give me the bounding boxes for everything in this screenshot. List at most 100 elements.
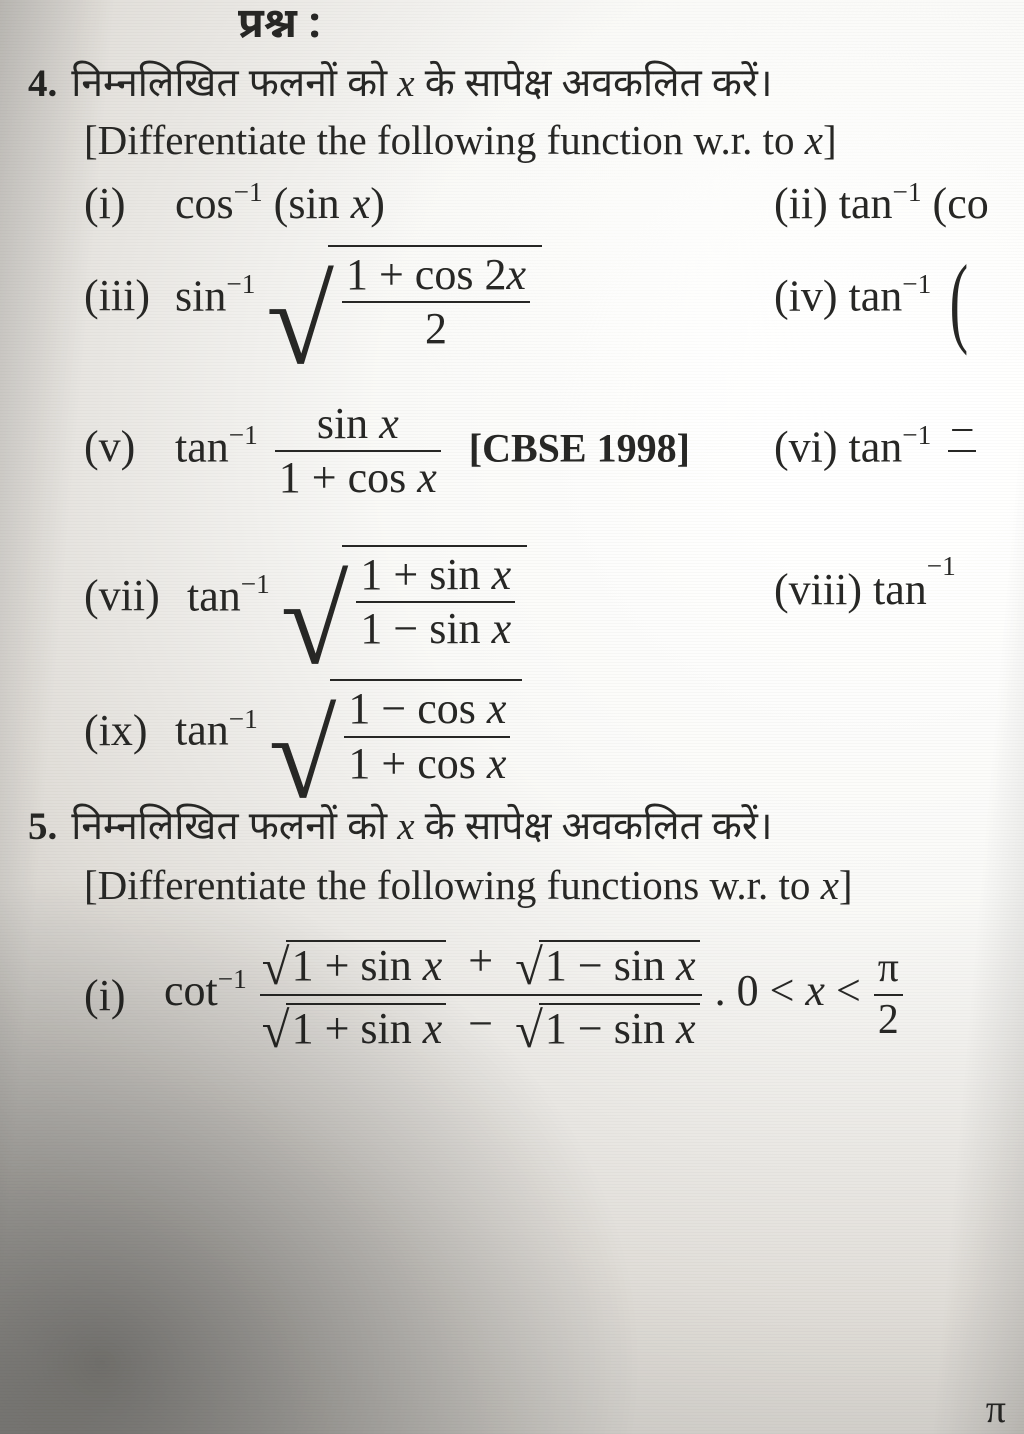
q4-vii-numv: x (492, 550, 512, 599)
q5-i-t1: 1 + sin (292, 941, 412, 990)
q4-vi-tail: – (948, 403, 976, 453)
q4-iii-label: (iii) (84, 270, 164, 321)
q4-ix-exp: −1 (229, 704, 258, 734)
q4-i: (i) cos−1 (sin x) (84, 178, 774, 229)
q5-i-exp: −1 (218, 964, 247, 994)
q4-eng-b: ] (823, 117, 837, 163)
q4-vi: (vi) tan−1 – (774, 403, 1012, 500)
q4-v: (v) tan−1 sin x 1 + cos x [CBSE 1998] (84, 398, 774, 505)
q5-i-range-a: . 0 < (715, 966, 806, 1015)
q4-english: [Differentiate the following function w.… (84, 116, 837, 164)
q5-i: cot−1 √1 + sin x + √1 − sin x √1 + sin x… (164, 933, 905, 1057)
q4-iii-sin: sin (175, 271, 226, 320)
q4-vii-label: (vii) (84, 570, 176, 621)
q4-vii-denv: x (492, 604, 512, 653)
q4-viii-tan: tan (873, 565, 927, 614)
q4-ix-label: (ix) (84, 705, 164, 756)
q4-ii-label: (ii) (774, 179, 828, 228)
q4-v-denv: x (417, 453, 437, 502)
q4-iii-num: 1 + cos 2 (346, 250, 506, 299)
q5-i-label: (i) (84, 970, 164, 1021)
q4-vi-tan: tan (849, 422, 903, 471)
q4-ii-tail: (co (933, 179, 989, 228)
q5-hindi-b: के सापेक्ष अवकलित करें। (415, 804, 773, 855)
q4-v-num: sin (317, 399, 368, 448)
q4-eng-x: x (805, 117, 823, 163)
q5-english: [Differentiate the following functions w… (84, 861, 853, 909)
q4-hindi: निम्नलिखित फलनों को x के सापेक्ष अवकलित … (71, 61, 772, 112)
lparen-icon: ( (950, 270, 969, 331)
section-heading: प्रश्न : (238, 0, 322, 55)
q4-ix-denv: x (487, 739, 507, 788)
q5-i-t2: 1 − sin (545, 941, 665, 990)
q4-viii-exp: −1 (927, 551, 956, 581)
q4-vii-tan: tan (187, 571, 241, 620)
q4-ix-numv: x (487, 684, 507, 733)
q4-v-label: (v) (84, 421, 164, 472)
q4-ii-tan: tan (839, 179, 893, 228)
radical-icon: √ (281, 588, 349, 656)
q4-iii: (iii) sin−1 √ 1 + cos 2x 2 (84, 245, 774, 356)
q4-iv-tan: tan (849, 271, 903, 320)
q4-v-numv: x (379, 399, 399, 448)
q5-i-cot: cot (164, 966, 218, 1015)
q5-i-t3: 1 + sin (292, 1004, 412, 1053)
q4-i-label: (i) (84, 178, 164, 229)
radical-icon: √ (266, 288, 334, 356)
q4-vii: (vii) tan−1 √ 1 + sin x 1 − sin x (84, 545, 774, 656)
q4-ii-exp: −1 (893, 177, 922, 207)
q4-iv: (iv) tan−1 ( (774, 270, 1012, 331)
trailing-pi: π (986, 1385, 1006, 1432)
q4-v-exp: −1 (229, 420, 258, 450)
q4-i-exp: −1 (234, 177, 263, 207)
q4-iv-exp: −1 (902, 269, 931, 299)
q5-eng-a: [Differentiate the following functions w… (84, 862, 821, 908)
q4-vii-den: 1 − sin (360, 604, 480, 653)
q4-ix-den: 1 + cos (348, 739, 475, 788)
q4-viii-label: (viii) (774, 565, 862, 614)
q5-hindi-a: निम्नलिखित फलनों को (71, 804, 397, 855)
q4-ix-tan: tan (175, 706, 229, 755)
q5-i-t4: 1 − sin (545, 1004, 665, 1053)
radical-icon: √ (269, 722, 337, 790)
q4-hindi-b: के सापेक्ष अवकलित करें। (415, 61, 773, 112)
q4-i-sin: sin (288, 179, 339, 228)
q4-x-hindi: x (397, 62, 414, 105)
q4-vii-exp: −1 (241, 569, 270, 599)
radical-icon: √ (262, 945, 290, 991)
q4-v-den: 1 + cos (279, 453, 406, 502)
q4-vi-label: (vi) (774, 422, 838, 471)
q4-hindi-a: निम्नलिखित फलनों को (71, 61, 397, 112)
q4-number: 4. (28, 61, 57, 106)
q4-i-cos: cos (175, 179, 234, 228)
q5-i-two: 2 (874, 996, 903, 1046)
radical-icon: √ (515, 945, 543, 991)
q4-iv-label: (iv) (774, 271, 838, 320)
q5-i-range-b: < (825, 966, 872, 1015)
q5-i-range-x: x (805, 966, 825, 1015)
q4-ix: (ix) tan−1 √ 1 − cos x 1 + cos x (84, 679, 1012, 790)
q5-i-pi: π (874, 944, 903, 996)
q4-ii: (ii) tan−1 (co (774, 178, 1012, 229)
q5-i-t1v: x (423, 941, 443, 990)
radical-icon: √ (262, 1008, 290, 1054)
q4-ix-num: 1 − cos (348, 684, 475, 733)
q5-i-t2v: x (676, 941, 696, 990)
q4-v-cite: [CBSE 1998] (469, 425, 690, 470)
q4-v-tan: tan (175, 422, 229, 471)
q4-iii-exp: −1 (226, 269, 255, 299)
q5-eng-x: x (821, 862, 839, 908)
q4-eng-a: [Differentiate the following function w.… (84, 117, 805, 163)
q4-iii-numv: x (506, 250, 526, 299)
q5-i-t3v: x (423, 1004, 443, 1053)
q5-hindi: निम्नलिखित फलनों को x के सापेक्ष अवकलित … (71, 804, 772, 855)
q4-iii-den: 2 (342, 303, 530, 355)
radical-icon: √ (515, 1008, 543, 1054)
q4-vii-num: 1 + sin (360, 550, 480, 599)
q5-x-hindi: x (397, 805, 414, 848)
q4-i-x: x (351, 179, 371, 228)
q4-viii: (viii) tan−1 (774, 564, 1012, 615)
q4-v-frac: sin x 1 + cos x (269, 398, 447, 505)
q4-vi-exp: −1 (902, 420, 931, 450)
q5-number: 5. (28, 804, 57, 849)
